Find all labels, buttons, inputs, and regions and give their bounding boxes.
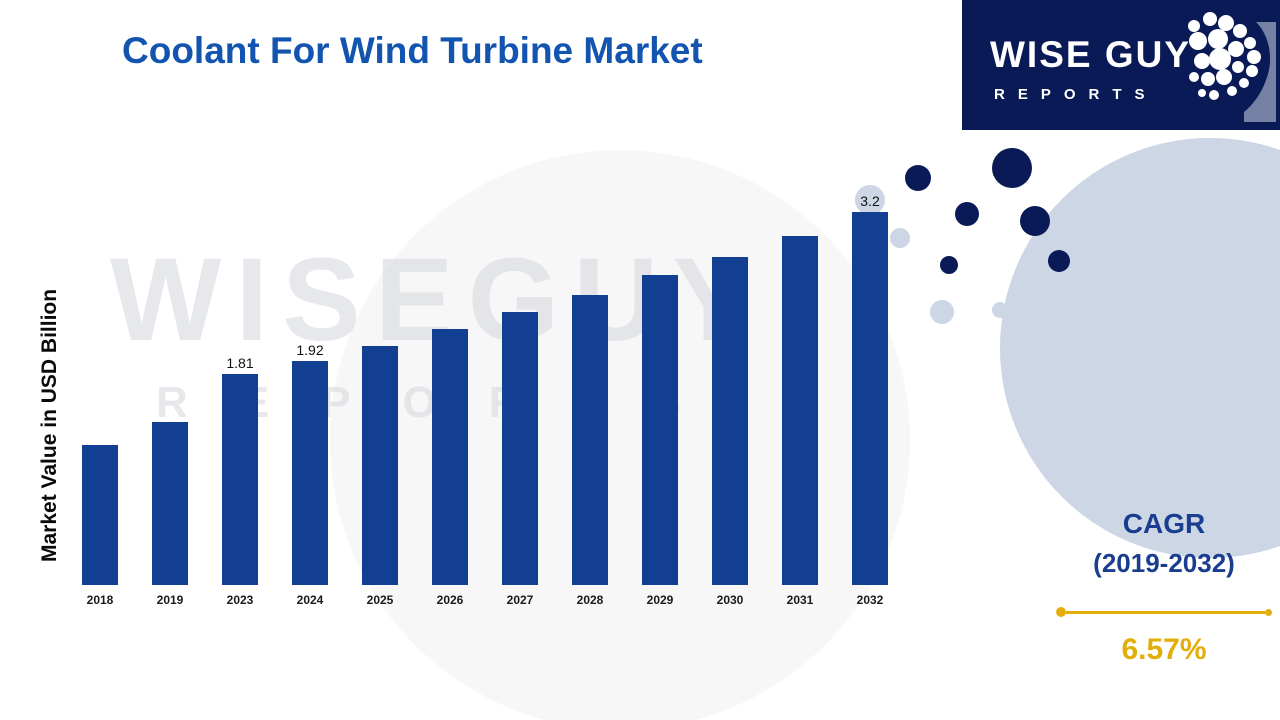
page-title: Coolant For Wind Turbine Market [122,30,703,71]
bar-slot [555,189,625,585]
bar-slot [765,189,835,585]
plot-area: 1.81 1.92 3.2 [65,189,905,585]
bar [362,346,398,585]
cagr-label: CAGR [1122,508,1206,539]
bar-value-label: 1.92 [296,342,324,359]
decorative-dot [992,302,1008,318]
cagr-divider [1052,607,1276,617]
bar-slot [695,189,765,585]
x-tick-label: 2030 [716,593,744,607]
cagr-range: (2019-2032) [1093,548,1235,578]
divider-line [1066,610,1265,614]
decorative-dot [992,148,1032,188]
bar-slot [485,189,555,585]
bar-slot [415,189,485,585]
bar [852,212,888,585]
bar-slot [65,189,135,585]
decorative-dot [930,300,954,324]
divider-right-dot [1265,608,1272,616]
bar-value-label: 3.2 [860,193,880,210]
decorative-dot [940,256,958,274]
x-tick-label: 2025 [366,593,394,607]
bar [712,256,748,585]
logo-panel: WISE GUY REPORTS [962,0,1280,130]
decorative-dot [1048,250,1070,272]
bar-slot: 1.92 [275,189,345,585]
x-tick-label: 2023 [226,593,254,607]
x-tick-label: 2028 [576,593,604,607]
bar [502,312,538,585]
bar [292,361,328,585]
bar [572,295,608,585]
bar-slot: 3.2 [835,189,905,585]
logo-face-icon [1188,12,1276,122]
bar [642,275,678,585]
x-tick-label: 2026 [436,593,464,607]
decorative-dot [890,228,910,248]
bar [432,328,468,585]
decorative-dot [1035,322,1063,350]
decorative-dot [905,165,931,191]
bar-slot: 1.81 [205,189,275,585]
divider-left-dot [1056,607,1066,617]
x-axis: 2018 2019 2023 2024 2025 2026 2027 2028 2029 2030… [65,593,905,607]
decorative-dot [955,202,979,226]
x-tick-label: 2018 [86,593,114,607]
bar [152,421,188,585]
cagr-value: 6.57% [1121,633,1207,666]
logo-reports: REPORTS [994,86,1158,103]
decorative-dot [1020,206,1050,236]
x-tick-label: 2032 [856,593,884,607]
x-tick-label: 2024 [296,593,324,607]
x-tick-label: 2027 [506,593,534,607]
x-tick-label: 2019 [156,593,184,607]
bar [82,445,118,585]
logo-name: WISE GUY [990,34,1192,75]
cagr-block: CAGR (2019-2032) 6.57% [1052,508,1276,667]
bar [222,374,258,585]
y-axis-label: Market Value in USD Billion [38,288,61,562]
bar-slot [625,189,695,585]
bar-value-label: 1.81 [226,355,254,372]
x-tick-label: 2031 [786,593,814,607]
decorative-dot [855,185,885,215]
bar-slot [345,189,415,585]
bar [782,235,818,585]
x-tick-label: 2029 [646,593,674,607]
bar-slot [135,189,205,585]
